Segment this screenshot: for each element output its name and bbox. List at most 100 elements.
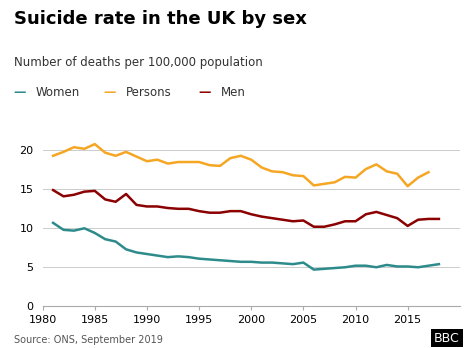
Men (113, 200, 118, 204)
Men (238, 209, 244, 213)
Text: Women: Women (36, 86, 80, 99)
Women (342, 265, 348, 269)
Line: Men: Men (53, 190, 439, 227)
Persons (134, 155, 139, 159)
Women (384, 263, 390, 267)
Men (228, 209, 233, 213)
Men (82, 190, 87, 194)
Women (165, 255, 171, 259)
Men (311, 225, 317, 229)
Women (332, 266, 337, 270)
Men (71, 193, 77, 197)
Persons (102, 151, 108, 155)
Text: Source: ONS, September 2019: Source: ONS, September 2019 (14, 334, 163, 345)
Women (92, 231, 98, 235)
Men (405, 224, 410, 228)
Women (363, 264, 369, 268)
Women (155, 253, 160, 258)
Men (384, 213, 390, 217)
Men (321, 225, 327, 229)
Men (123, 192, 129, 196)
Women (50, 221, 56, 225)
Women (301, 261, 306, 265)
Text: Men: Men (220, 86, 245, 99)
Persons (196, 160, 202, 164)
Persons (165, 161, 171, 166)
Women (144, 252, 150, 256)
Persons (113, 154, 118, 158)
Women (102, 237, 108, 241)
Persons (82, 147, 87, 151)
Men (363, 212, 369, 216)
Men (426, 217, 431, 221)
Men (374, 210, 379, 214)
Persons (259, 165, 264, 169)
Women (269, 261, 275, 265)
Men (269, 216, 275, 220)
Text: —: — (199, 86, 216, 99)
Women (394, 264, 400, 269)
Men (207, 211, 212, 215)
Men (144, 204, 150, 208)
Persons (248, 158, 254, 162)
Women (353, 264, 358, 268)
Persons (269, 169, 275, 173)
Persons (353, 175, 358, 180)
Women (196, 256, 202, 261)
Persons (321, 182, 327, 186)
Men (134, 203, 139, 207)
Women (311, 268, 317, 272)
Men (248, 212, 254, 216)
Men (186, 207, 191, 211)
Women (82, 226, 87, 230)
Persons (332, 180, 337, 184)
Women (175, 254, 181, 259)
Line: Persons: Persons (53, 144, 428, 186)
Women (405, 264, 410, 269)
Persons (217, 164, 223, 168)
Women (207, 258, 212, 262)
Persons (374, 162, 379, 166)
Men (280, 218, 285, 222)
Persons (61, 150, 66, 154)
Persons (280, 170, 285, 174)
Men (50, 188, 56, 192)
Men (259, 214, 264, 219)
Persons (301, 174, 306, 178)
Women (186, 255, 191, 259)
Persons (175, 160, 181, 164)
Men (92, 189, 98, 193)
Line: Women: Women (53, 223, 439, 270)
Persons (394, 172, 400, 176)
Persons (186, 160, 191, 164)
Text: Suicide rate in the UK by sex: Suicide rate in the UK by sex (14, 10, 307, 29)
Men (61, 194, 66, 198)
Women (290, 262, 296, 266)
Text: BBC: BBC (434, 332, 460, 345)
Women (238, 260, 244, 264)
Persons (50, 154, 56, 158)
Men (415, 218, 421, 222)
Persons (342, 175, 348, 179)
Persons (155, 158, 160, 162)
Women (61, 228, 66, 232)
Women (374, 265, 379, 269)
Women (217, 258, 223, 262)
Men (332, 222, 337, 227)
Text: Number of deaths per 100,000 population: Number of deaths per 100,000 population (14, 56, 263, 69)
Men (196, 209, 202, 213)
Text: —: — (14, 86, 31, 99)
Persons (71, 145, 77, 149)
Persons (363, 167, 369, 171)
Persons (415, 175, 421, 180)
Persons (426, 170, 431, 174)
Men (175, 207, 181, 211)
Men (436, 217, 442, 221)
Persons (290, 173, 296, 177)
Women (71, 229, 77, 233)
Women (248, 260, 254, 264)
Men (102, 197, 108, 201)
Persons (228, 156, 233, 160)
Persons (405, 184, 410, 188)
Men (394, 216, 400, 220)
